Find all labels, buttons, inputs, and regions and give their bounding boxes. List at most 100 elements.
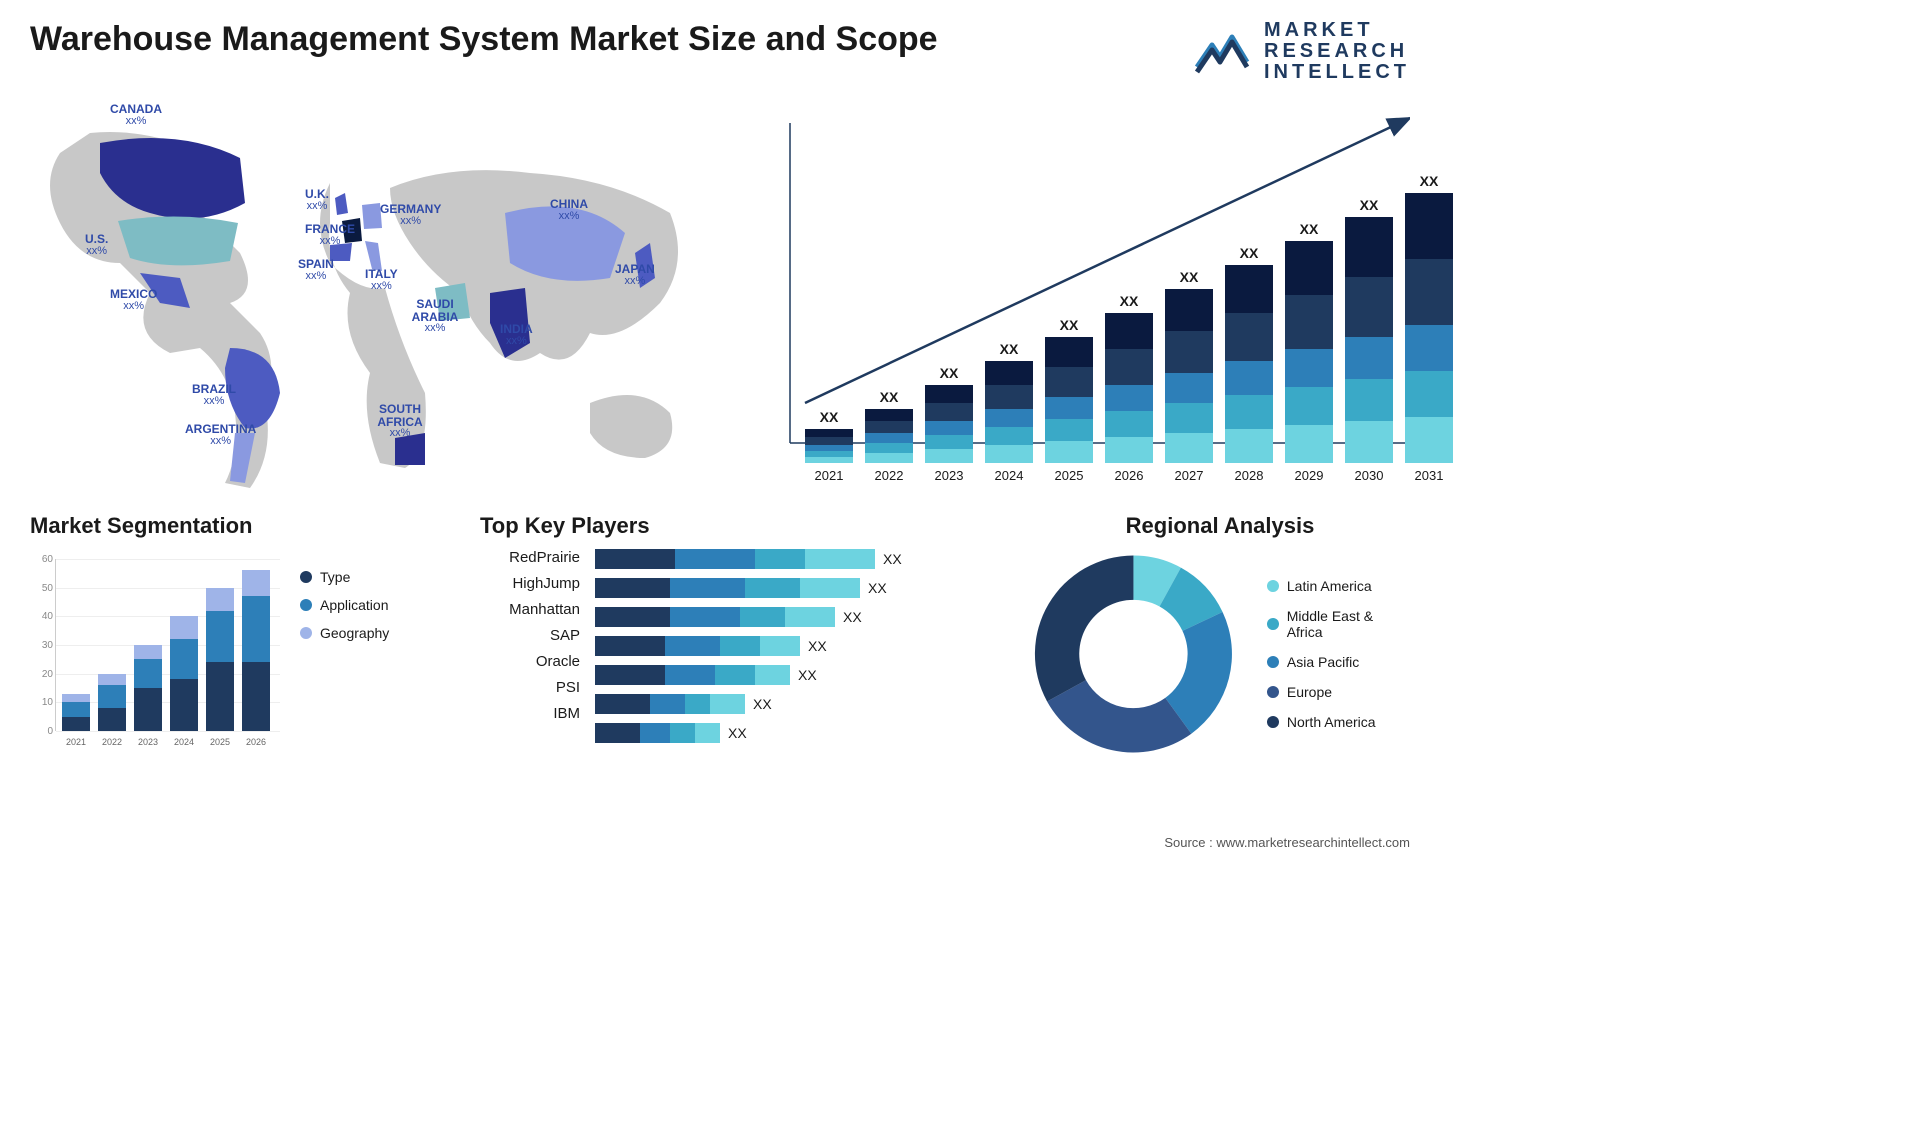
player-bar-segment (785, 607, 835, 627)
map-label-brazil: BRAZILxx% (192, 383, 236, 407)
growth-bar-segment (1105, 313, 1153, 349)
growth-bar-segment (1045, 367, 1093, 397)
seg-bar-2022: 2022 (98, 674, 126, 731)
growth-bar-segment (1345, 379, 1393, 421)
growth-bar-value: XX (1105, 293, 1153, 309)
player-bar-segment (595, 578, 670, 598)
growth-bar-segment (1405, 259, 1453, 325)
seg-bar-segment (242, 596, 270, 662)
growth-bar-value: XX (1285, 221, 1333, 237)
growth-bar-segment (1405, 193, 1453, 259)
seg-bar-segment (98, 674, 126, 685)
map-label-canada: CANADAxx% (110, 103, 162, 127)
donut-slice (1035, 555, 1134, 701)
player-value: XX (883, 551, 902, 567)
player-label: HighJump (480, 575, 580, 592)
seg-y-tick: 20 (31, 669, 53, 680)
growth-bar-segment (1105, 349, 1153, 385)
growth-bar-value: XX (985, 341, 1033, 357)
player-value: XX (843, 609, 862, 625)
growth-bar-2028: 2028XX (1225, 265, 1273, 463)
growth-bar-segment (1045, 397, 1093, 419)
growth-bar-segment (1045, 441, 1093, 463)
growth-bar-segment (1285, 387, 1333, 425)
player-bar-segment (695, 723, 720, 743)
player-row: XX (595, 636, 1010, 656)
growth-bar-2025: 2025XX (1045, 337, 1093, 463)
growth-bar-year: 2028 (1225, 468, 1273, 483)
growth-bar-segment (1285, 349, 1333, 387)
seg-bar-segment (98, 685, 126, 708)
growth-bar-year: 2023 (925, 468, 973, 483)
growth-bar-2022: 2022XX (865, 409, 913, 463)
player-bar-segment (665, 665, 715, 685)
regional-title: Regional Analysis (1030, 513, 1410, 539)
player-value: XX (728, 725, 747, 741)
growth-bar-2023: 2023XX (925, 385, 973, 463)
growth-bar-segment (985, 385, 1033, 409)
map-label-spain: SPAINxx% (298, 258, 334, 282)
legend-label: Type (320, 569, 350, 585)
player-row: XX (595, 694, 1010, 714)
regional-donut-chart (1030, 549, 1237, 759)
player-value: XX (808, 638, 827, 654)
player-bar-segment (670, 723, 695, 743)
seg-bar-segment (62, 694, 90, 703)
player-bar (595, 607, 835, 627)
seg-y-tick: 50 (31, 583, 53, 594)
growth-chart: 2021XX2022XX2023XX2024XX2025XX2026XX2027… (760, 93, 1410, 493)
growth-bar-2027: 2027XX (1165, 289, 1213, 463)
growth-bar-segment (1405, 371, 1453, 417)
seg-bar-segment (206, 662, 234, 731)
players-title: Top Key Players (480, 513, 1010, 539)
growth-bar-segment (985, 409, 1033, 427)
seg-bar-year: 2023 (134, 737, 162, 747)
growth-bar-segment (1165, 433, 1213, 463)
legend-swatch (300, 599, 312, 611)
player-bar-segment (650, 694, 685, 714)
seg-bar-segment (134, 645, 162, 659)
legend-swatch (1267, 580, 1279, 592)
seg-bar-year: 2025 (206, 737, 234, 747)
seg-bar-segment (170, 616, 198, 639)
regional-legend-item: Middle East & Africa (1267, 608, 1410, 640)
growth-bar-2026: 2026XX (1105, 313, 1153, 463)
seg-y-tick: 60 (31, 554, 53, 565)
legend-label: Middle East & Africa (1287, 608, 1410, 640)
player-bar-segment (805, 549, 875, 569)
growth-bar-segment (925, 435, 973, 449)
map-country (335, 193, 348, 215)
growth-bar-segment (1225, 395, 1273, 429)
legend-swatch (300, 627, 312, 639)
seg-bar-2023: 2023 (134, 645, 162, 731)
player-row: XX (595, 723, 1010, 743)
player-bar (595, 578, 860, 598)
regional-legend: Latin AmericaMiddle East & AfricaAsia Pa… (1267, 578, 1410, 730)
seg-legend-item: Type (300, 569, 389, 585)
legend-swatch (1267, 716, 1279, 728)
segmentation-panel: Market Segmentation 01020304050602021202… (30, 513, 460, 749)
regional-legend-item: Europe (1267, 684, 1410, 700)
growth-bar-value: XX (805, 409, 853, 425)
growth-bar-2029: 2029XX (1285, 241, 1333, 463)
player-bar (595, 665, 790, 685)
player-bar-segment (685, 694, 710, 714)
player-value: XX (798, 667, 817, 683)
growth-bar-value: XX (1165, 269, 1213, 285)
seg-gridline (56, 559, 280, 560)
growth-bar-2031: 2031XX (1405, 193, 1453, 463)
growth-bar-segment (865, 443, 913, 453)
map-label-france: FRANCExx% (305, 223, 355, 247)
growth-bar-value: XX (865, 389, 913, 405)
segmentation-chart: 0102030405060202120222023202420252026 (30, 549, 280, 749)
map-label-argentina: ARGENTINAxx% (185, 423, 256, 447)
player-bar-segment (665, 636, 720, 656)
growth-bar-segment (985, 427, 1033, 445)
player-bar-segment (595, 607, 670, 627)
legend-swatch (1267, 686, 1279, 698)
growth-bar-segment (805, 429, 853, 437)
growth-bar-segment (1105, 411, 1153, 437)
map-label-germany: GERMANYxx% (380, 203, 441, 227)
seg-bar-segment (170, 679, 198, 731)
map-label-italy: ITALYxx% (365, 268, 398, 292)
